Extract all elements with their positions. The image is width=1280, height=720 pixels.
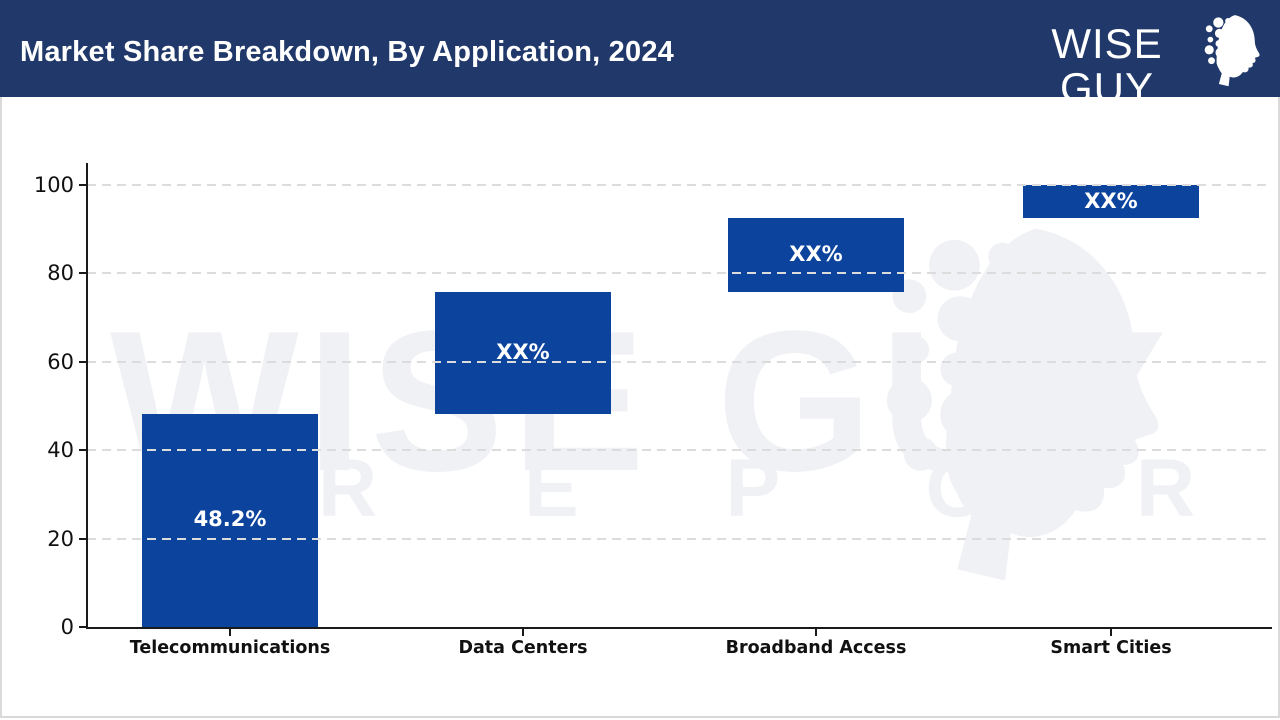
chart-area: WISE GUY R E P O R T S 48.2%Telecommunic… (0, 97, 1280, 720)
header-bar: Market Share Breakdown, By Application, … (0, 0, 1280, 128)
bar-smart-cities: XX% (1023, 185, 1199, 219)
x-tick-label: Smart Cities (1050, 638, 1172, 658)
y-tick-label: 40 (47, 438, 74, 463)
y-tick-mark (79, 537, 86, 540)
y-tick-label: 100 (33, 173, 74, 197)
x-tick-mark (1110, 629, 1112, 636)
bar-value-label: 48.2% (193, 507, 267, 532)
wise-guy-logo: WISE GUY R E P O R T S (1016, 8, 1266, 128)
gridline (87, 184, 1272, 186)
y-tick-mark (79, 272, 86, 275)
gridline (87, 449, 1272, 452)
y-tick-label: 0 (60, 615, 74, 639)
y-tick-label: 80 (47, 261, 74, 286)
page-title: Market Share Breakdown, By Application, … (20, 36, 674, 68)
x-tick-label: Data Centers (458, 638, 588, 658)
bar-data-centers: XX% (435, 291, 611, 414)
bar-broadband-access: XX% (728, 218, 904, 292)
y-tick-label: 60 (47, 349, 74, 374)
y-axis-line (86, 163, 88, 629)
y-tick-mark (79, 626, 86, 628)
bar-value-label: XX% (496, 339, 550, 364)
x-tick-mark (522, 629, 524, 636)
x-tick-mark (815, 629, 817, 636)
logo-wordmark: WISE GUY (1051, 20, 1163, 111)
y-tick-label: 20 (47, 526, 74, 551)
watermark-face-icon (886, 228, 1159, 581)
x-tick-label: Telecommunications (129, 638, 331, 658)
logo-text: WISE GUY R E P O R T S (1016, 20, 1198, 129)
gridline (87, 360, 1272, 363)
x-tick-mark (229, 629, 231, 636)
x-tick-label: Broadband Access (725, 638, 907, 658)
y-tick-mark (79, 449, 86, 452)
logo-subtitle: R E P O R T S (1016, 112, 1198, 128)
gridline (87, 272, 1272, 275)
bar-value-label: XX% (789, 242, 843, 267)
y-tick-mark (79, 360, 86, 363)
watermark-subtitle: R E P O R T S (318, 443, 1280, 534)
x-axis-line (86, 627, 1272, 629)
face-profile-icon (1204, 15, 1260, 87)
gridline (87, 537, 1272, 540)
bar-telecommunications: 48.2% (142, 413, 318, 627)
bar-value-label: XX% (1084, 188, 1138, 213)
y-tick-mark (79, 184, 86, 186)
